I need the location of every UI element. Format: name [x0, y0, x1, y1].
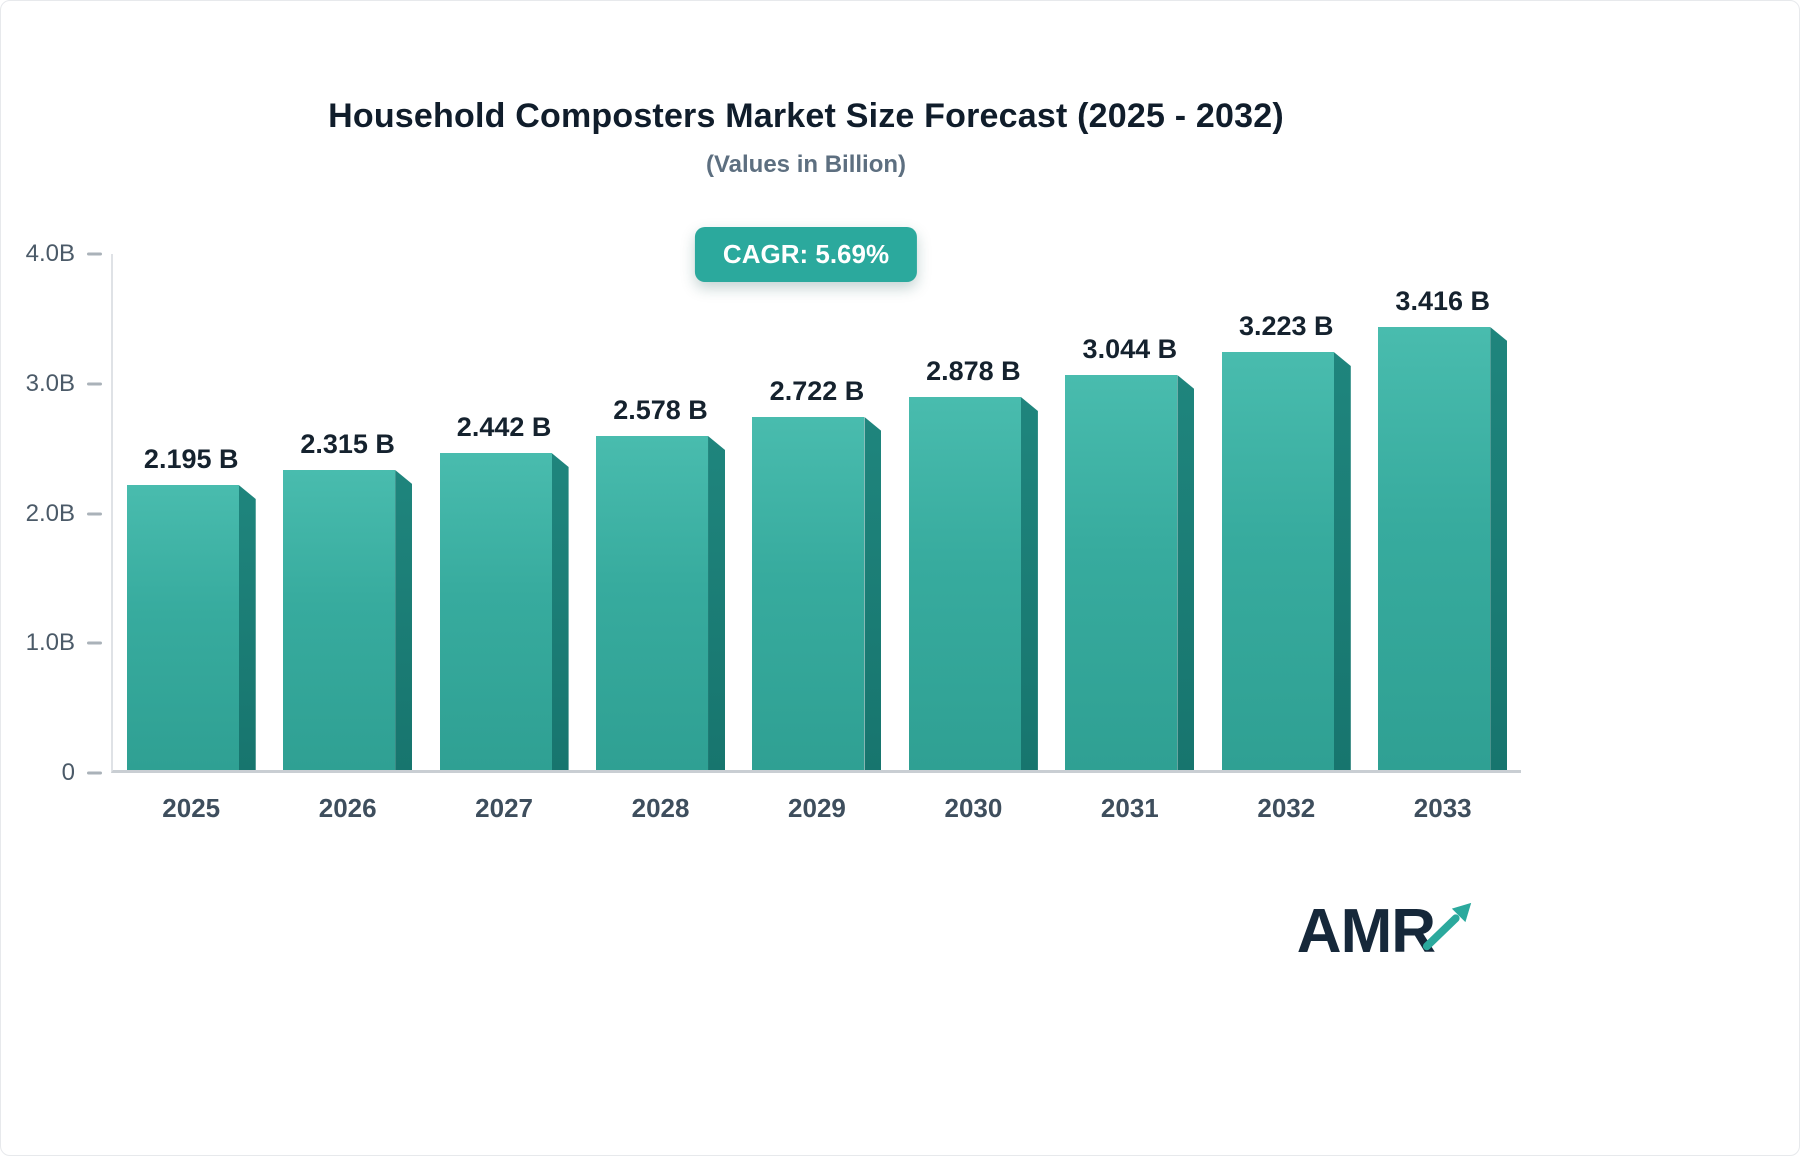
bar-value-label: 2.722 B — [769, 376, 865, 406]
x-axis-label: 2026 — [318, 793, 377, 823]
y-axis-tick-mark — [87, 382, 102, 386]
bar-side-shadow — [1020, 397, 1038, 770]
bar-column: 2.722 B 2029 — [739, 254, 895, 823]
bar-column: 3.044 B 2031 — [1052, 254, 1208, 823]
y-axis-tick-label: 1.0B — [25, 629, 75, 657]
amr-logo-text: AMR — [1296, 897, 1436, 966]
bar — [908, 397, 1038, 770]
bar-value-label: 3.044 B — [1082, 334, 1178, 364]
y-axis-tick-label: 3.0B — [25, 369, 75, 397]
bar — [596, 436, 726, 770]
x-axis-label: 2027 — [475, 793, 534, 823]
bar — [1221, 352, 1351, 770]
bar-face — [126, 485, 239, 770]
bar-side-shadow — [864, 417, 882, 770]
y-axis-tick-mark — [87, 641, 102, 645]
plot-area: 4.0B 3.0B 2.0B 1.0B 0 2.195 B 2025 2.315 B 2026… — [26, 240, 1521, 823]
bar-face — [1378, 327, 1491, 770]
bar — [283, 470, 413, 770]
y-axis-tick-mark — [87, 252, 102, 256]
bar-column: 3.223 B 2032 — [1208, 254, 1364, 823]
bars-container: 2.195 B 2025 2.315 B 2026 2.442 B 2027 2.578 B… — [113, 254, 1521, 823]
bar-side-shadow — [551, 453, 569, 770]
y-axis-tick-label: 4.0B — [25, 240, 75, 267]
bar-side-shadow — [238, 485, 256, 770]
bar-side-shadow — [1490, 327, 1508, 770]
x-axis-label: 2025 — [162, 793, 221, 823]
growth-arrow-icon — [1419, 898, 1477, 961]
bar-column: 2.315 B 2026 — [269, 254, 425, 823]
bar — [126, 485, 256, 770]
amr-logo: AMR — [1297, 898, 1477, 963]
bar-side-shadow — [1177, 375, 1195, 770]
x-axis-label: 2030 — [944, 793, 1003, 823]
bar-column: 2.442 B 2027 — [426, 254, 582, 823]
chart-subtitle: (Values in Billion) — [705, 151, 907, 178]
cagr-badge: CAGR: 5.69% — [694, 227, 918, 282]
y-axis-tick-label: 2.0B — [25, 499, 75, 527]
bar-column: 2.878 B 2030 — [895, 254, 1051, 823]
y-axis-tick-label: 0 — [61, 759, 75, 786]
bar-column: 2.578 B 2028 — [582, 254, 738, 823]
bar-face — [283, 470, 396, 770]
bar-face — [439, 453, 552, 770]
x-axis-label: 2032 — [1257, 793, 1316, 823]
bar-face — [1221, 352, 1334, 770]
bar-face — [908, 397, 1021, 770]
bar-column: 3.416 B 2033 — [1365, 254, 1521, 823]
bar-value-label: 2.578 B — [613, 395, 708, 425]
bar — [1378, 327, 1508, 770]
bar-column: 2.195 B 2025 — [113, 254, 269, 823]
bar-value-label: 2.315 B — [300, 429, 395, 459]
bar-face — [752, 417, 865, 770]
bar — [752, 417, 882, 770]
bar-value-label: 3.416 B — [1395, 286, 1490, 316]
chart-title: Household Composters Market Size Forecas… — [328, 97, 1284, 135]
x-axis-label: 2029 — [788, 793, 846, 823]
bar-value-label: 3.223 B — [1238, 311, 1334, 341]
x-axis-label: 2028 — [631, 793, 690, 823]
bar-side-shadow — [1333, 352, 1351, 770]
bar-value-label: 2.442 B — [456, 412, 552, 442]
x-axis-label: 2031 — [1100, 793, 1159, 823]
bar-side-shadow — [395, 470, 413, 770]
bar — [439, 453, 569, 770]
bar-face — [596, 436, 709, 770]
y-axis-tick-mark — [87, 771, 102, 775]
x-axis-label: 2033 — [1413, 793, 1472, 823]
bar-value-label: 2.878 B — [926, 356, 1021, 386]
bar-side-shadow — [708, 436, 726, 770]
bar-face — [1065, 375, 1178, 770]
bar — [1065, 375, 1195, 770]
y-axis-tick-mark — [87, 512, 102, 515]
bar-value-label: 2.195 B — [143, 444, 239, 474]
